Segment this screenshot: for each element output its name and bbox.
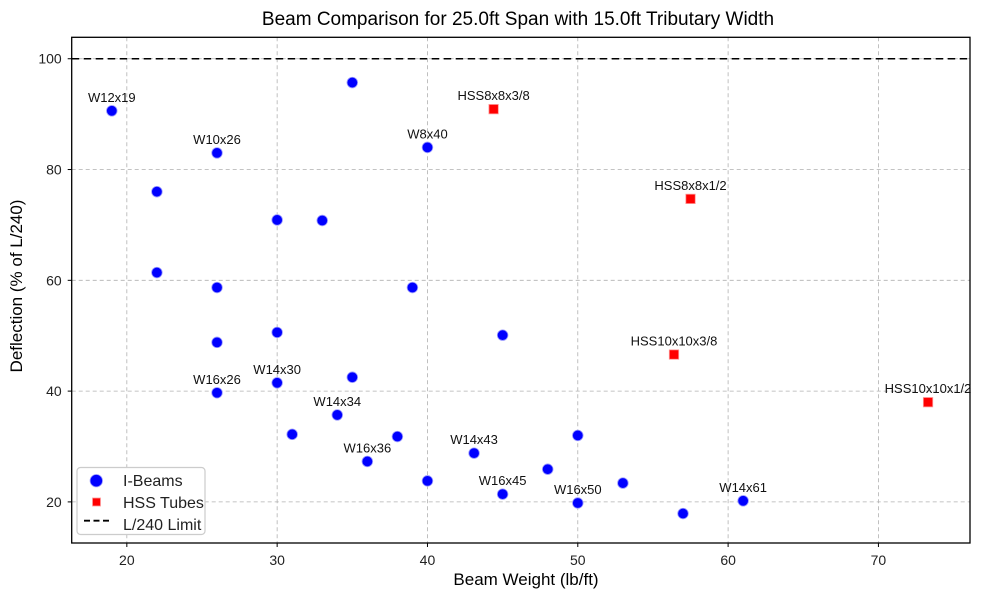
svg-text:HSS10x10x3/8: HSS10x10x3/8: [631, 334, 718, 349]
svg-text:W12x19: W12x19: [88, 90, 136, 105]
svg-text:W14x43: W14x43: [450, 432, 498, 447]
svg-text:W10x26: W10x26: [193, 132, 241, 147]
svg-text:Beam Comparison for 25.0ft Spa: Beam Comparison for 25.0ft Span with 15.…: [262, 9, 774, 30]
svg-text:I-Beams: I-Beams: [123, 473, 183, 490]
svg-text:30: 30: [269, 552, 285, 568]
svg-text:W16x45: W16x45: [479, 473, 527, 488]
svg-text:100: 100: [38, 51, 62, 67]
svg-text:L/240 Limit: L/240 Limit: [123, 517, 202, 534]
svg-text:HSS10x10x1/2: HSS10x10x1/2: [885, 381, 972, 396]
svg-text:HSS8x8x3/8: HSS8x8x3/8: [457, 88, 529, 103]
svg-text:W14x30: W14x30: [253, 362, 301, 377]
svg-text:40: 40: [46, 383, 62, 399]
svg-text:70: 70: [871, 552, 887, 568]
svg-text:60: 60: [46, 272, 62, 288]
svg-text:W14x34: W14x34: [313, 394, 361, 409]
svg-text:60: 60: [720, 552, 736, 568]
svg-text:W16x26: W16x26: [193, 372, 241, 387]
svg-text:50: 50: [570, 552, 586, 568]
svg-text:HSS8x8x1/2: HSS8x8x1/2: [654, 178, 726, 193]
svg-text:W14x61: W14x61: [719, 480, 767, 495]
svg-text:20: 20: [46, 494, 62, 510]
svg-text:W16x50: W16x50: [554, 482, 602, 497]
svg-text:Deflection (% of L/240): Deflection (% of L/240): [7, 200, 26, 373]
svg-text:20: 20: [119, 552, 135, 568]
svg-text:80: 80: [46, 162, 62, 178]
svg-text:40: 40: [420, 552, 436, 568]
svg-text:Beam Weight (lb/ft): Beam Weight (lb/ft): [453, 570, 598, 589]
svg-text:W8x40: W8x40: [407, 126, 447, 141]
svg-text:W16x36: W16x36: [343, 440, 391, 455]
svg-text:HSS Tubes: HSS Tubes: [123, 495, 204, 512]
